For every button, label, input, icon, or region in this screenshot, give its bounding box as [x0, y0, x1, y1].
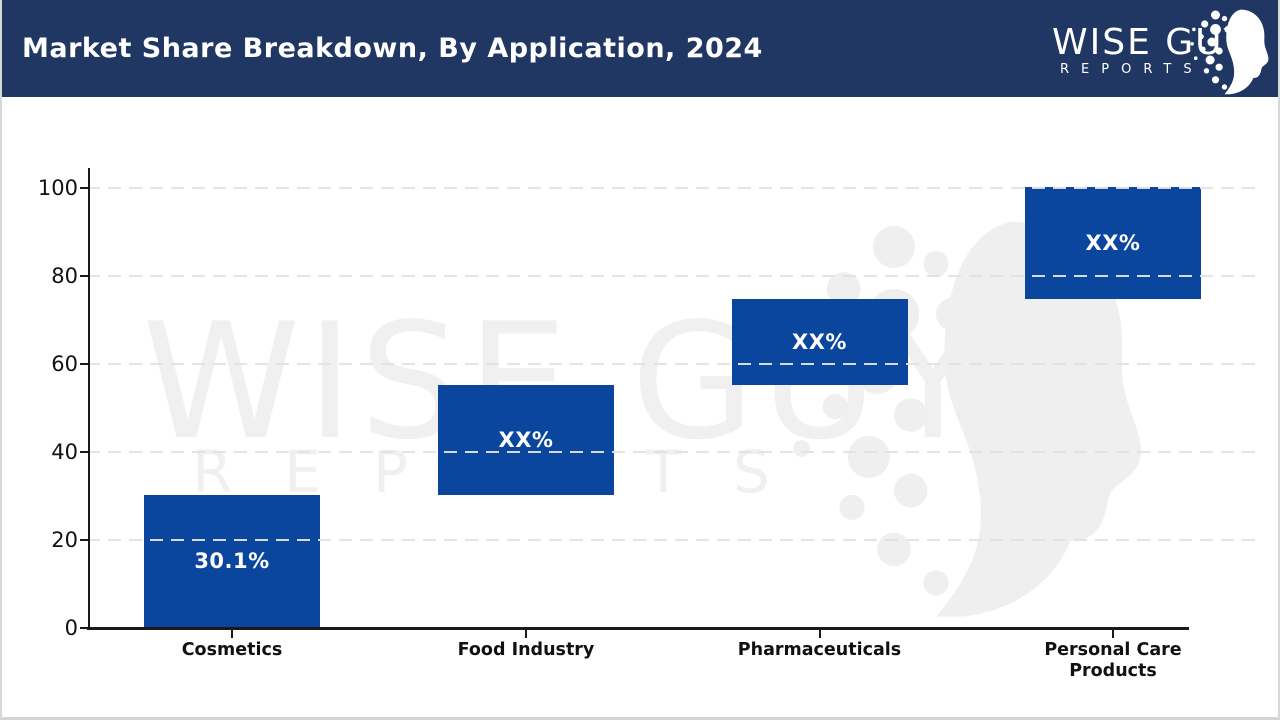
y-tick-label: 80	[51, 264, 78, 288]
header-bar: Market Share Breakdown, By Application, …	[2, 0, 1278, 97]
y-tick-label: 0	[64, 616, 78, 640]
y-tick-mark	[80, 627, 89, 629]
bar-food-industry: XX%	[438, 385, 614, 495]
gridline	[87, 275, 1262, 277]
x-category-label: Cosmetics	[181, 640, 283, 660]
dotted-head-icon	[1190, 9, 1269, 95]
gridline	[87, 451, 1262, 453]
y-tick-label: 40	[51, 440, 78, 464]
y-tick-mark	[80, 539, 89, 541]
gridline	[87, 363, 1262, 365]
y-tick-label: 100	[37, 176, 78, 200]
x-tick-mark	[231, 629, 233, 638]
y-tick-label: 20	[51, 528, 78, 552]
wise-guy-logo: WISE GUY REPORTS	[1012, 0, 1272, 97]
x-tick-mark	[525, 629, 527, 638]
y-tick-mark	[80, 187, 89, 189]
y-tick-mark	[80, 275, 89, 277]
bar-pharmaceuticals: XX%	[731, 299, 908, 385]
bar-value-label: XX%	[1085, 231, 1141, 256]
bar-personal-care-products: XX%	[1025, 187, 1201, 300]
y-tick-mark	[80, 363, 89, 365]
bar-value-label: XX%	[792, 330, 847, 355]
bar-value-label: 30.1%	[194, 548, 270, 573]
logo-subtext: REPORTS	[1060, 62, 1204, 77]
gridline	[87, 539, 1262, 541]
y-tick-label: 60	[51, 352, 78, 376]
y-tick-mark	[80, 451, 89, 453]
y-axis-line	[88, 168, 90, 629]
x-category-label: Food Industry	[457, 640, 595, 660]
gridline	[87, 187, 1262, 189]
bar-cosmetics: 30.1%	[144, 494, 320, 627]
bar-value-label: XX%	[498, 427, 554, 452]
x-category-label: Pharmaceuticals	[737, 640, 902, 660]
page-title: Market Share Breakdown, By Application, …	[22, 33, 763, 64]
x-category-label: Personal Care Products	[1044, 640, 1182, 681]
x-tick-mark	[818, 629, 821, 638]
x-tick-mark	[1112, 629, 1114, 638]
x-axis-line	[87, 627, 1189, 630]
